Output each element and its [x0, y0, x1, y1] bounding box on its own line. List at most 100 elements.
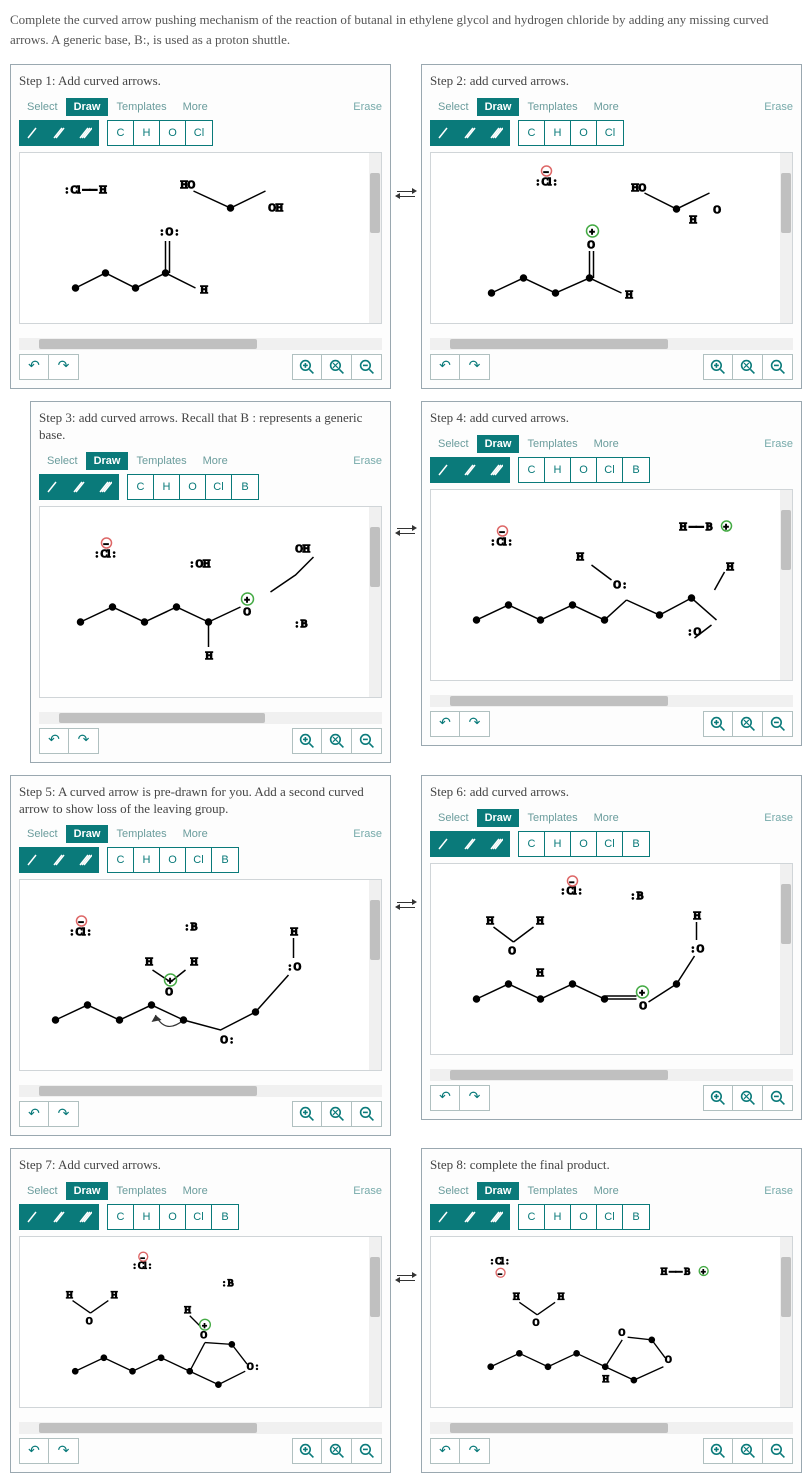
double-bond-button[interactable] [457, 121, 483, 145]
atom-h-button[interactable]: H [545, 458, 571, 482]
redo-button[interactable]: ↷ [49, 1438, 79, 1464]
atom-b-button[interactable]: B [212, 848, 238, 872]
more-tab[interactable]: More [175, 98, 216, 116]
scrollbar-h[interactable] [430, 338, 793, 350]
redo-button[interactable]: ↷ [460, 1438, 490, 1464]
redo-button[interactable]: ↷ [49, 1101, 79, 1127]
zoom-out-button[interactable] [352, 354, 382, 380]
double-bond-button[interactable] [46, 848, 72, 872]
atom-cl-button[interactable]: Cl [206, 475, 232, 499]
triple-bond-button[interactable] [483, 458, 509, 482]
atom-h-button[interactable]: H [134, 1205, 160, 1229]
scrollbar-h[interactable] [430, 695, 793, 707]
redo-button[interactable]: ↷ [460, 1085, 490, 1111]
draw-tab[interactable]: Draw [66, 1182, 109, 1200]
draw-tab[interactable]: Draw [86, 452, 129, 470]
draw-tab[interactable]: Draw [477, 98, 520, 116]
templates-tab[interactable]: Templates [519, 809, 585, 827]
atom-o-button[interactable]: O [571, 832, 597, 856]
erase-button[interactable]: Erase [764, 812, 793, 824]
erase-button[interactable]: Erase [353, 455, 382, 467]
more-tab[interactable]: More [586, 809, 627, 827]
scrollbar-h[interactable] [19, 1085, 382, 1097]
scrollbar-v[interactable] [369, 1237, 381, 1407]
drawing-canvas[interactable]: : Cl :− H ── B+ HH O OO H [431, 1237, 792, 1407]
draw-tab[interactable]: Draw [66, 825, 109, 843]
more-tab[interactable]: More [586, 435, 627, 453]
select-tab[interactable]: Select [430, 435, 477, 453]
zoom-reset-button[interactable] [733, 711, 763, 737]
atom-cl-button[interactable]: Cl [597, 458, 623, 482]
undo-button[interactable]: ↶ [39, 728, 69, 754]
undo-button[interactable]: ↶ [430, 1438, 460, 1464]
atom-h-button[interactable]: H [134, 121, 160, 145]
atom-cl-button[interactable]: Cl [186, 1205, 212, 1229]
templates-tab[interactable]: Templates [108, 98, 174, 116]
triple-bond-button[interactable] [92, 475, 118, 499]
scrollbar-v[interactable] [369, 880, 381, 1070]
drawing-canvas[interactable]: : Cl :− : B HH O H: O H + O [431, 864, 792, 1054]
templates-tab[interactable]: Templates [519, 1182, 585, 1200]
more-tab[interactable]: More [195, 452, 236, 470]
more-tab[interactable]: More [586, 98, 627, 116]
atom-cl-button[interactable]: Cl [597, 1205, 623, 1229]
drawing-canvas[interactable]: : Cl :− : B H: O HH + O O : [20, 880, 381, 1070]
single-bond-button[interactable] [431, 121, 457, 145]
atom-b-button[interactable]: B [212, 1205, 238, 1229]
zoom-in-button[interactable] [703, 1085, 733, 1111]
atom-c-button[interactable]: C [519, 1205, 545, 1229]
drawing-canvas[interactable]: : Cl ── H HO OH : O : H [20, 153, 381, 323]
zoom-reset-button[interactable] [733, 1085, 763, 1111]
templates-tab[interactable]: Templates [519, 435, 585, 453]
zoom-reset-button[interactable] [322, 1438, 352, 1464]
scrollbar-h[interactable] [19, 1422, 382, 1434]
draw-tab[interactable]: Draw [477, 1182, 520, 1200]
atom-c-button[interactable]: C [519, 832, 545, 856]
draw-tab[interactable]: Draw [477, 809, 520, 827]
select-tab[interactable]: Select [430, 809, 477, 827]
double-bond-button[interactable] [457, 1205, 483, 1229]
zoom-in-button[interactable] [292, 354, 322, 380]
atom-o-button[interactable]: O [571, 121, 597, 145]
select-tab[interactable]: Select [39, 452, 86, 470]
scrollbar-v[interactable] [780, 1237, 792, 1407]
triple-bond-button[interactable] [483, 1205, 509, 1229]
atom-cl-button[interactable]: Cl [597, 832, 623, 856]
erase-button[interactable]: Erase [764, 438, 793, 450]
atom-c-button[interactable]: C [519, 458, 545, 482]
erase-button[interactable]: Erase [353, 101, 382, 113]
select-tab[interactable]: Select [430, 1182, 477, 1200]
triple-bond-button[interactable] [72, 848, 98, 872]
scrollbar-h[interactable] [39, 712, 382, 724]
select-tab[interactable]: Select [19, 825, 66, 843]
atom-c-button[interactable]: C [128, 475, 154, 499]
atom-c-button[interactable]: C [108, 121, 134, 145]
more-tab[interactable]: More [175, 1182, 216, 1200]
erase-button[interactable]: Erase [353, 828, 382, 840]
single-bond-button[interactable] [431, 1205, 457, 1229]
undo-button[interactable]: ↶ [430, 1085, 460, 1111]
zoom-out-button[interactable] [763, 711, 793, 737]
atom-o-button[interactable]: O [160, 1205, 186, 1229]
zoom-out-button[interactable] [763, 1085, 793, 1111]
atom-b-button[interactable]: B [232, 475, 258, 499]
scrollbar-h[interactable] [19, 338, 382, 350]
redo-button[interactable]: ↷ [69, 728, 99, 754]
zoom-out-button[interactable] [352, 1101, 382, 1127]
atom-h-button[interactable]: H [545, 832, 571, 856]
drawing-canvas[interactable]: : Cl :− : OH OH H + O : B [40, 507, 381, 697]
zoom-in-button[interactable] [703, 354, 733, 380]
single-bond-button[interactable] [20, 121, 46, 145]
zoom-in-button[interactable] [292, 728, 322, 754]
triple-bond-button[interactable] [483, 121, 509, 145]
undo-button[interactable]: ↶ [430, 711, 460, 737]
erase-button[interactable]: Erase [764, 1185, 793, 1197]
atom-cl-button[interactable]: Cl [597, 121, 623, 145]
atom-o-button[interactable]: O [571, 458, 597, 482]
zoom-reset-button[interactable] [733, 1438, 763, 1464]
undo-button[interactable]: ↶ [19, 1101, 49, 1127]
draw-tab[interactable]: Draw [66, 98, 109, 116]
atom-o-button[interactable]: O [160, 121, 186, 145]
erase-button[interactable]: Erase [353, 1185, 382, 1197]
single-bond-button[interactable] [20, 848, 46, 872]
